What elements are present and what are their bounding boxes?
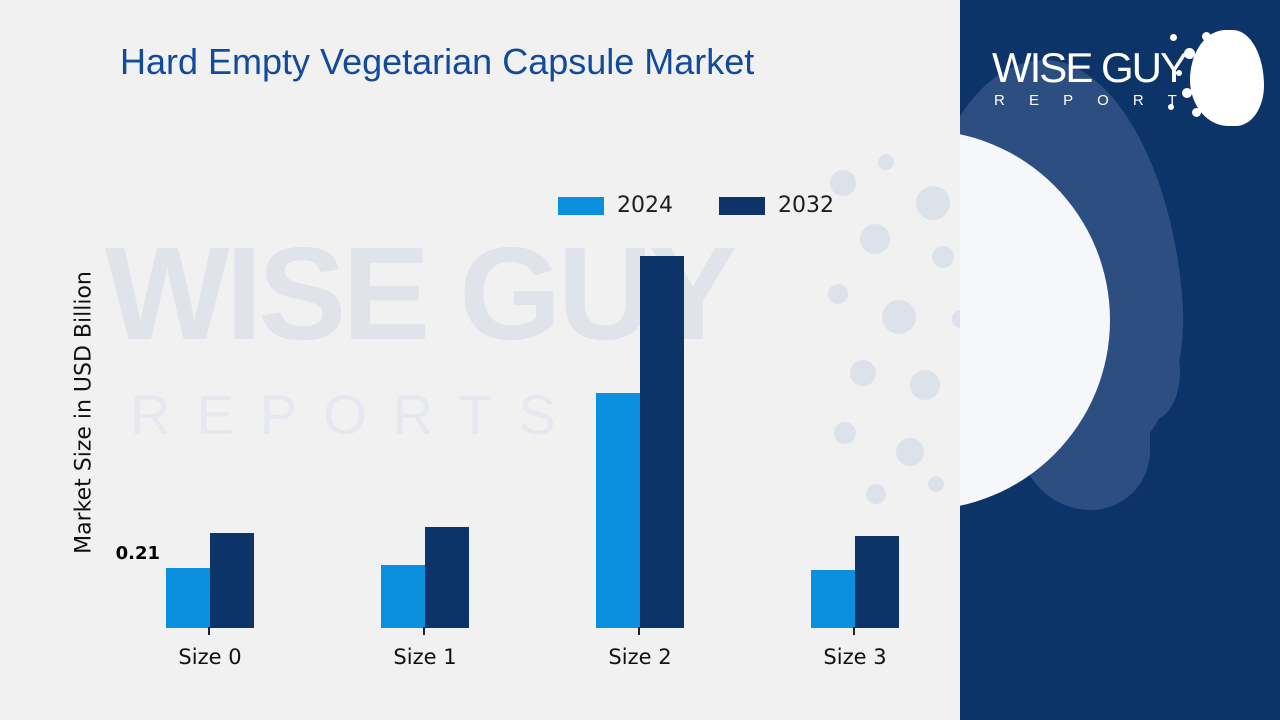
page-title: Hard Empty Vegetarian Capsule Market — [120, 41, 755, 82]
y-axis-title: Market Size in USD Billion — [71, 271, 97, 554]
category-label-size-1: Size 1 — [393, 645, 457, 669]
category-label-size-3: Size 3 — [823, 645, 887, 669]
category-label-size-0: Size 0 — [178, 645, 242, 669]
bar-2032-size-0[interactable] — [210, 533, 254, 628]
axis-tick-size-0 — [208, 627, 210, 635]
chart-legend: 2024 2032 — [558, 193, 834, 218]
bar-2032-size-1[interactable] — [425, 527, 469, 628]
data-label-2024-size-0: 0.21 — [115, 543, 160, 564]
bar-group-size-1: Size 1 — [335, 180, 515, 669]
bar-2032-size-2[interactable] — [640, 256, 684, 628]
axis-tick-size-1 — [423, 627, 425, 635]
bar-2024-size-3[interactable] — [811, 570, 855, 628]
legend-label-2032: 2032 — [778, 193, 834, 218]
legend-label-2024: 2024 — [617, 193, 673, 218]
axis-tick-size-2 — [638, 627, 640, 635]
bar-group-size-2: Size 2 — [550, 180, 730, 669]
wiseguy-reports-logo: WISE GUY R E P O R T S — [970, 26, 1270, 126]
category-label-size-2: Size 2 — [608, 645, 672, 669]
bar-2032-size-3[interactable] — [855, 536, 899, 628]
brand-panel: WISE GUY R E P O R T S — [960, 0, 1280, 720]
logo-tagline: R E P O R T S — [994, 92, 1221, 109]
bar-group-size-0: 0.21 Size 0 — [116, 180, 300, 669]
axis-tick-size-3 — [853, 627, 855, 635]
legend-item-2032[interactable]: 2032 — [719, 193, 834, 218]
bar-group-size-3: Size 3 — [765, 180, 945, 669]
legend-swatch-2032 — [719, 196, 765, 215]
plot-area: 0.21 Size 0 Size 1 Size 2 Size 3 — [116, 180, 940, 669]
bar-2024-size-2[interactable] — [596, 393, 640, 628]
logo-wordmark: WISE GUY — [992, 44, 1188, 91]
legend-item-2024[interactable]: 2024 — [558, 193, 673, 218]
bar-2024-size-1[interactable] — [381, 565, 425, 628]
legend-swatch-2024 — [558, 196, 604, 215]
bar-2024-size-0[interactable] — [166, 568, 210, 628]
